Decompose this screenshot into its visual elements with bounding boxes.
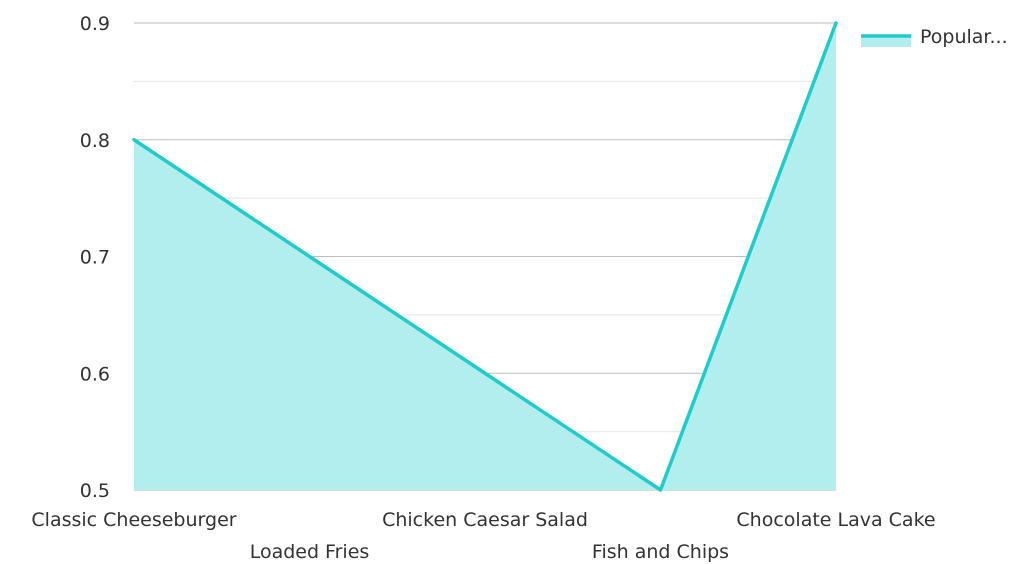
x-tick-label: Fish and Chips: [592, 541, 729, 563]
legend-label: Popular...: [920, 26, 1008, 48]
y-tick-label: 0.5: [80, 480, 110, 502]
x-tick-label: Chicken Caesar Salad: [382, 509, 588, 531]
data-point-0: [133, 139, 135, 141]
y-tick-label: 0.9: [80, 13, 110, 35]
legend-swatch-fill: [861, 35, 911, 47]
series-area-fill: [134, 23, 836, 490]
data-point-4: [835, 22, 837, 24]
x-tick-label: Chocolate Lava Cake: [736, 509, 935, 531]
plot-area: [132, 21, 838, 492]
data-point-2: [484, 372, 486, 374]
x-axis: Classic Cheeseburger Loaded Fries Chicken …: [31, 509, 935, 563]
y-tick-label: 0.7: [80, 247, 110, 269]
data-point-3: [660, 489, 661, 491]
legend: Popular...: [861, 26, 1008, 48]
y-tick-label: 0.6: [80, 363, 110, 385]
y-axis: 0.5 0.6 0.7 0.8 0.9: [80, 13, 110, 502]
x-tick-label: Classic Cheeseburger: [31, 509, 236, 531]
x-tick-label: Loaded Fries: [250, 541, 370, 563]
data-point-1: [309, 256, 310, 257]
y-tick-label: 0.8: [80, 130, 110, 152]
